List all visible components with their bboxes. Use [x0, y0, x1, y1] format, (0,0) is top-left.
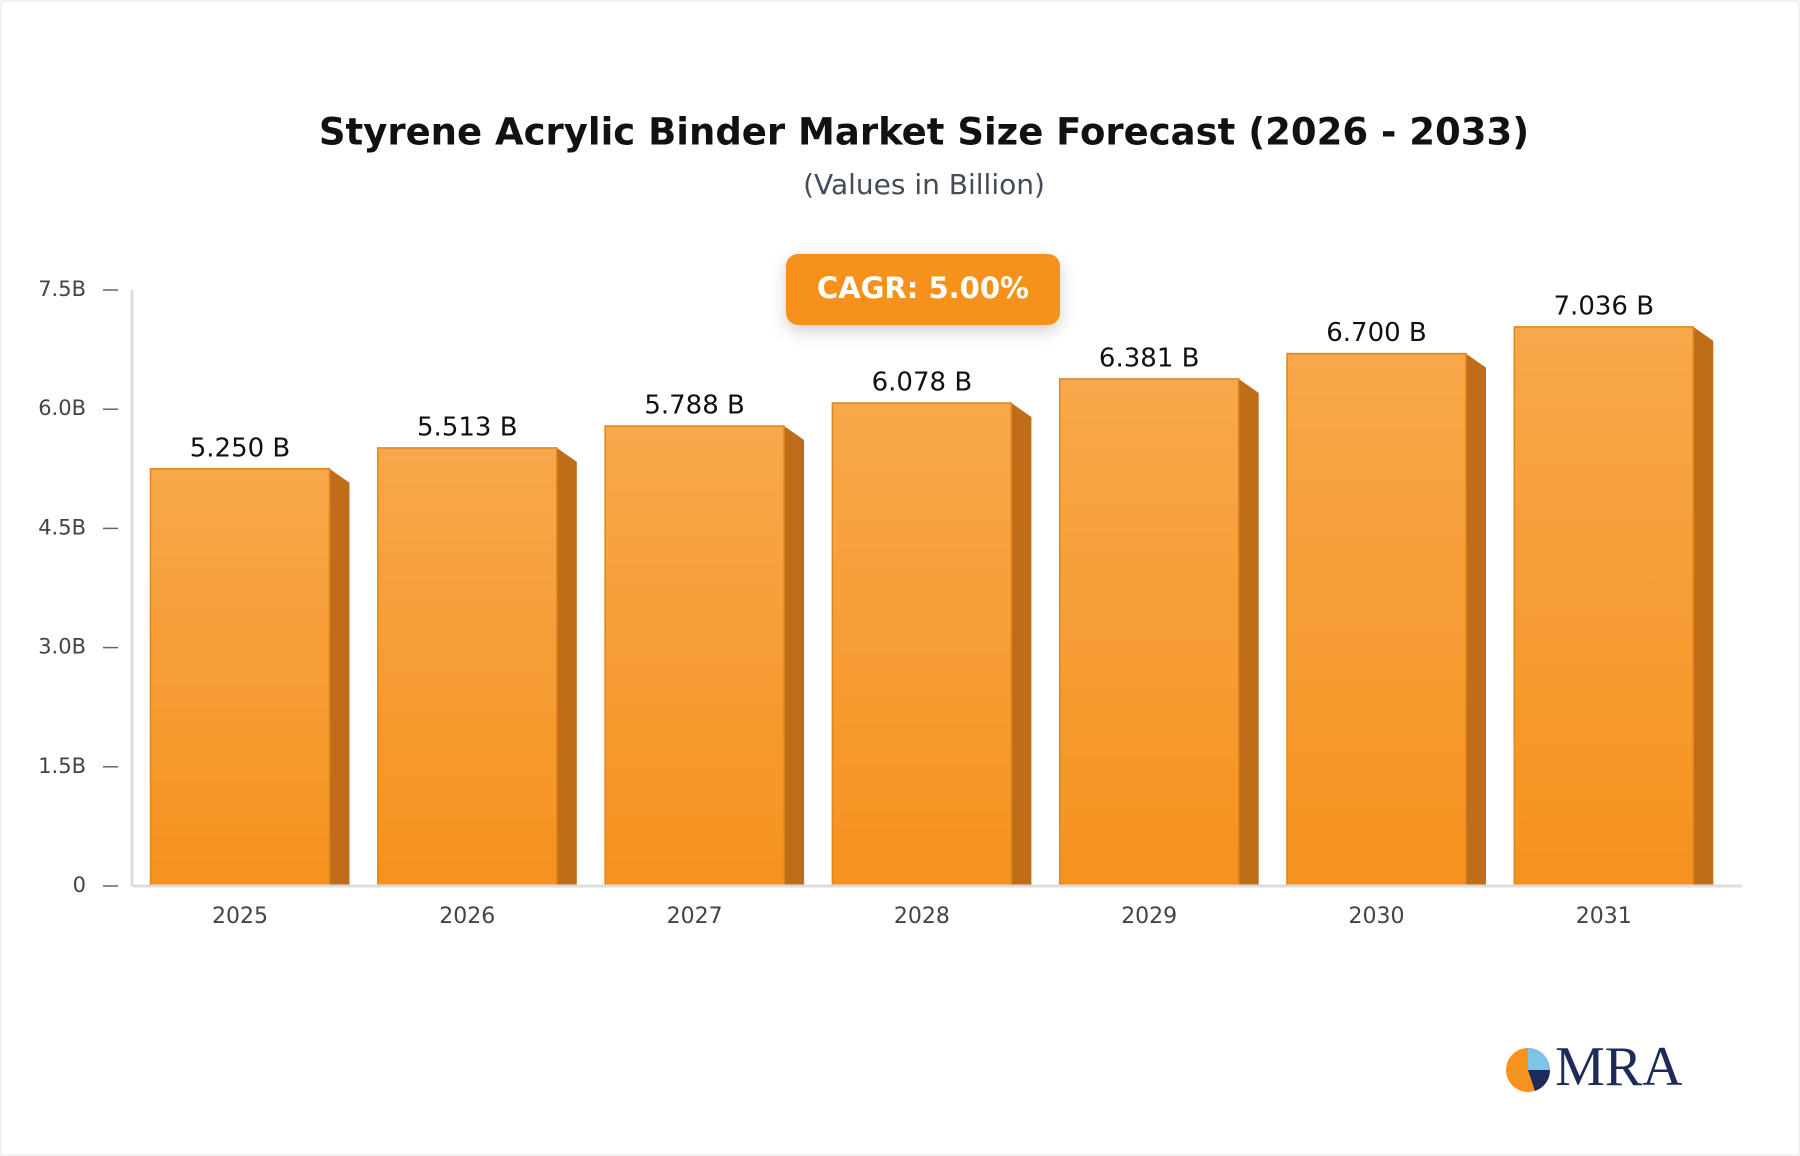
x-tick-label: 2027 [667, 904, 723, 929]
bar-side [1011, 403, 1032, 886]
logo-text: MRA [1555, 1036, 1683, 1098]
plot: 0 1.5B 3.0B 4.5B 6.0B 7.5B 2025 5.250 B 2026 5.51… [38, 277, 1742, 929]
x-tick-label: 2028 [894, 904, 950, 929]
y-tick-label: 7.5B [38, 277, 86, 301]
value-label: 6.700 B [1326, 318, 1427, 348]
x-tick-label: 2029 [1121, 904, 1177, 929]
value-label: 5.788 B [644, 391, 745, 421]
cagr-badge [786, 254, 1060, 325]
value-label: 5.513 B [417, 412, 518, 442]
bar-side [784, 426, 805, 886]
bar-side [1466, 353, 1486, 886]
bar-side [329, 468, 350, 886]
x-tick-label: 2030 [1349, 904, 1405, 929]
value-label: 6.078 B [872, 368, 973, 398]
logo-icon-slice [1528, 1048, 1550, 1070]
chart-subtitle: (Values in Billion) [803, 168, 1045, 201]
bar [831, 402, 1013, 887]
bar [149, 468, 331, 887]
x-tick-label: 2025 [212, 904, 268, 929]
bar [1286, 352, 1467, 887]
bar-side [556, 447, 577, 886]
bar [377, 447, 558, 887]
y-tick-label: 6.0B [38, 396, 86, 420]
y-tick-label: 1.5B [38, 754, 86, 778]
x-tick-label: 2031 [1576, 904, 1632, 929]
chart-title: Styrene Acrylic Binder Market Size Forec… [319, 111, 1529, 154]
y-tick-label: 3.0B [38, 635, 86, 659]
y-tick-label: 4.5B [38, 515, 86, 539]
value-label: 6.381 B [1099, 343, 1200, 373]
logo: MRA [1506, 1036, 1683, 1098]
bar [604, 425, 785, 887]
bar [1513, 326, 1695, 887]
y-tick-label: 0 [73, 873, 86, 897]
value-label: 5.250 B [190, 433, 291, 463]
value-label: 7.036 B [1554, 291, 1655, 321]
x-tick-label: 2026 [439, 904, 495, 929]
bar [1058, 378, 1240, 887]
bar-side [1238, 378, 1259, 886]
logo-icon-slice [1528, 1070, 1551, 1091]
cagr-text: CAGR: 5.00% [817, 271, 1029, 305]
bar-side [1693, 326, 1714, 886]
